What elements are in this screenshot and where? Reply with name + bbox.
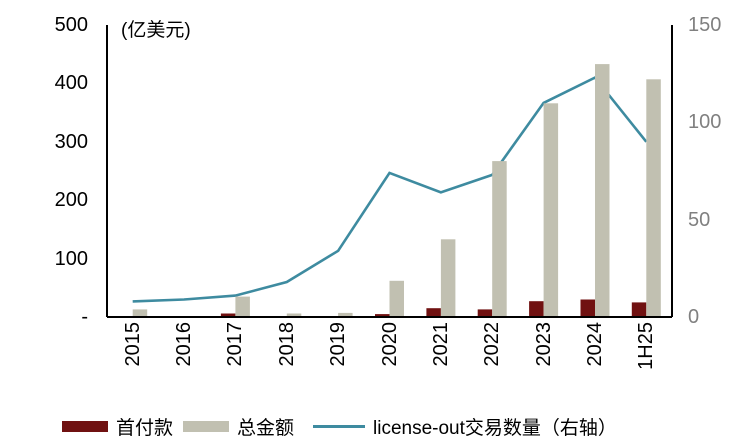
legend-item-downpayment: 首付款 [62, 413, 173, 439]
downpayment-bar-2020 [375, 314, 390, 317]
left-axis-tick-500: 500 [54, 14, 88, 36]
total-bar-2023 [543, 103, 559, 317]
downpayment-bar-2023 [529, 301, 544, 317]
downpayment-bar-2024 [580, 299, 595, 317]
x-axis-label-2015: 2015 [121, 322, 144, 367]
downpayment-bar-2022 [477, 309, 493, 317]
left-axis-tick--: - [81, 306, 88, 328]
left-axis-tick-300: 300 [54, 130, 88, 153]
x-axis-label-2016: 2016 [173, 322, 196, 367]
total-bar-2021 [440, 239, 456, 317]
right-axis-tick-150: 150 [688, 14, 722, 36]
x-axis-label-2020: 2020 [378, 322, 401, 367]
x-axis-label-2023: 2023 [532, 322, 555, 367]
x-axis-label-2022: 2022 [481, 322, 504, 367]
left-axis-tick-400: 400 [54, 72, 88, 95]
x-axis-label-1H25: 1H25 [635, 322, 658, 370]
total-bar-2024 [595, 64, 610, 317]
total-bar-2017 [235, 296, 250, 317]
total-bar-2020 [389, 280, 404, 317]
legend: 首付款 总金额 license-out交易数量（右轴） [0, 413, 750, 439]
x-axis-label-2019: 2019 [327, 322, 350, 367]
licenseout-count-line [132, 75, 648, 303]
downpayment-bar-1H25 [631, 302, 647, 317]
x-axis-label-2018: 2018 [275, 322, 298, 367]
total-bar-2018 [286, 313, 302, 317]
x-axis-label-2017: 2017 [224, 322, 247, 367]
licenseout-line-swatch [313, 424, 365, 428]
total-bar-1H25 [646, 79, 661, 317]
x-axis-label-2024: 2024 [583, 322, 606, 367]
total-swatch [183, 420, 229, 432]
legend-item-licenseout-count: license-out交易数量（右轴） [313, 413, 617, 439]
total-bar-2019 [338, 312, 353, 317]
total-bar-2015 [132, 309, 148, 317]
right-axis-tick-0: 0 [688, 306, 700, 328]
downpayment-bar-2021 [426, 308, 441, 317]
legend-label-total: 总金额 [237, 417, 295, 439]
left-axis-tick-100: 100 [54, 247, 88, 270]
x-axis-label-2021: 2021 [429, 322, 452, 367]
left-axis-tick-200: 200 [54, 189, 88, 212]
legend-label-licenseout-count: license-out交易数量（右轴） [373, 417, 617, 439]
total-bar-2022 [492, 161, 507, 317]
legend-item-total: 总金额 [183, 413, 294, 439]
right-axis-tick-100: 100 [688, 111, 722, 134]
right-axis-tick-50: 50 [688, 208, 711, 231]
downpayment-swatch [62, 420, 108, 432]
downpayment-bar-2017 [220, 313, 236, 317]
legend-label-downpayment: 首付款 [116, 417, 174, 439]
left-axis-unit-label: (亿美元) [121, 20, 191, 41]
axis-lines [106, 25, 673, 318]
